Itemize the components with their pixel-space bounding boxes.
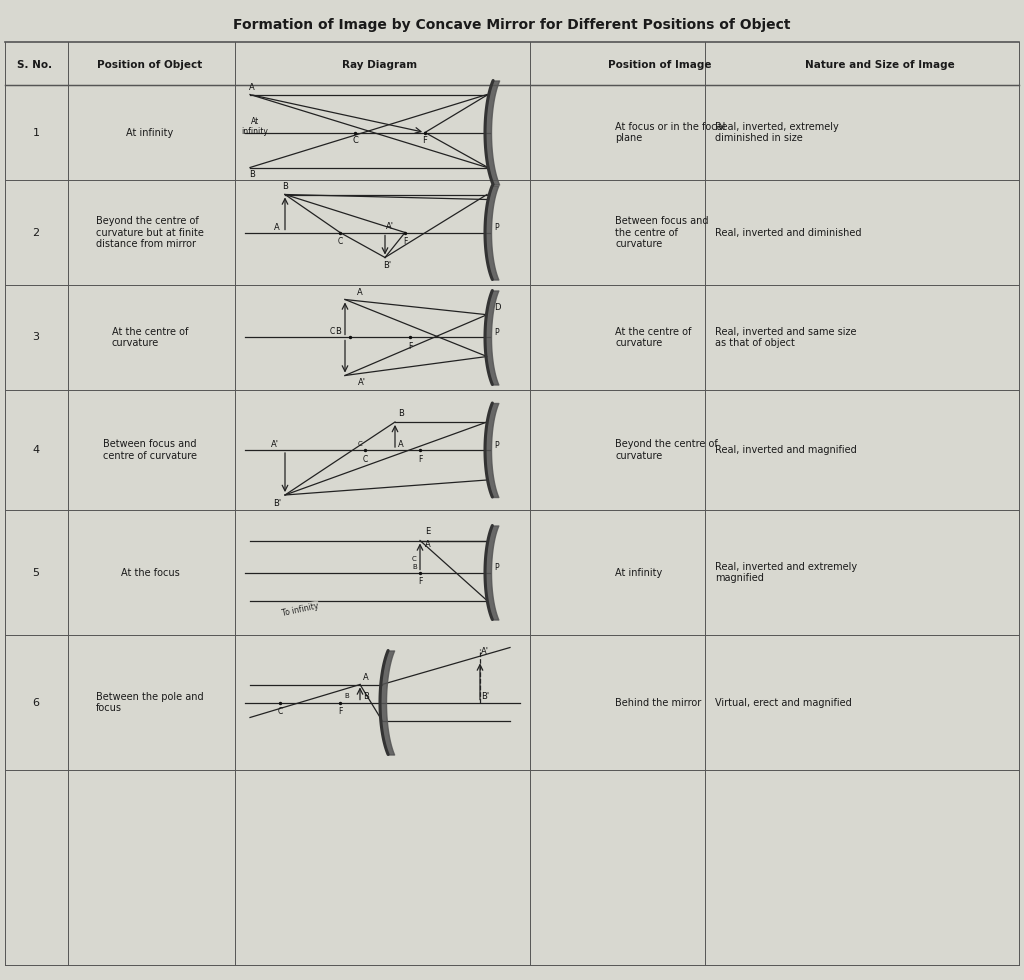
Text: A': A' — [271, 439, 279, 449]
Text: B: B — [335, 327, 341, 336]
Text: C: C — [352, 136, 358, 145]
Text: A: A — [364, 673, 369, 682]
Text: B': B' — [383, 261, 391, 270]
Text: Real, inverted and diminished: Real, inverted and diminished — [715, 227, 861, 237]
Text: Virtual, erect and magnified: Virtual, erect and magnified — [715, 698, 852, 708]
Text: B: B — [345, 694, 349, 700]
Text: A': A' — [481, 647, 489, 656]
Text: 6: 6 — [33, 698, 40, 708]
Text: B: B — [364, 692, 369, 701]
Text: Beyond the centre of
curvature: Beyond the centre of curvature — [615, 439, 718, 461]
Text: Formation of Image by Concave Mirror for Different Positions of Object: Formation of Image by Concave Mirror for… — [233, 18, 791, 32]
Text: P: P — [495, 563, 500, 572]
Text: Between focus and
the centre of
curvature: Between focus and the centre of curvatur… — [615, 216, 709, 249]
Text: At the focus: At the focus — [121, 567, 179, 577]
Text: Nature and Size of Image: Nature and Size of Image — [805, 60, 954, 70]
Text: At infinity: At infinity — [126, 127, 174, 137]
Text: Real, inverted and magnified: Real, inverted and magnified — [715, 445, 857, 455]
Text: B': B' — [273, 499, 281, 508]
Text: A: A — [425, 540, 431, 549]
Text: Real, inverted and same size
as that of object: Real, inverted and same size as that of … — [715, 326, 856, 348]
Text: P: P — [495, 223, 500, 232]
Text: Real, inverted and extremely
magnified: Real, inverted and extremely magnified — [715, 562, 857, 583]
Text: E: E — [425, 527, 431, 536]
Text: A': A' — [386, 222, 394, 231]
Text: Position of Image: Position of Image — [608, 60, 712, 70]
Text: F: F — [418, 455, 422, 464]
Text: C: C — [330, 327, 335, 336]
Text: Behind the mirror: Behind the mirror — [615, 698, 701, 708]
Text: F: F — [402, 237, 408, 246]
Text: C: C — [278, 707, 283, 716]
Text: A: A — [357, 288, 362, 297]
Text: C: C — [362, 455, 368, 464]
Text: D: D — [494, 303, 501, 313]
Text: S. No.: S. No. — [17, 60, 52, 70]
Text: At infinity: At infinity — [615, 567, 663, 577]
Text: B: B — [413, 564, 418, 569]
Text: Beyond the centre of
curvature but at finite
distance from mirror: Beyond the centre of curvature but at fi… — [96, 216, 204, 249]
Text: F: F — [423, 136, 427, 145]
Text: P: P — [495, 440, 500, 450]
Text: Between focus and
centre of curvature: Between focus and centre of curvature — [103, 439, 197, 461]
Text: At the centre of
curvature: At the centre of curvature — [112, 326, 188, 348]
Text: P: P — [495, 328, 500, 337]
Text: F: F — [418, 577, 422, 586]
Text: At the centre of
curvature: At the centre of curvature — [615, 326, 691, 348]
Text: Position of Object: Position of Object — [97, 60, 203, 70]
Text: 3: 3 — [33, 332, 40, 342]
Text: A: A — [398, 439, 403, 449]
Text: B: B — [282, 182, 288, 191]
Text: C: C — [412, 556, 417, 562]
Text: A: A — [274, 223, 280, 232]
Text: 2: 2 — [33, 227, 40, 237]
Text: C: C — [337, 237, 343, 246]
Text: 5: 5 — [33, 567, 40, 577]
Text: At focus or in the focal
plane: At focus or in the focal plane — [615, 122, 725, 143]
Text: 4: 4 — [33, 445, 40, 455]
Text: Real, inverted, extremely
diminished in size: Real, inverted, extremely diminished in … — [715, 122, 839, 143]
Text: A': A' — [358, 378, 366, 387]
Text: To infinity: To infinity — [281, 601, 319, 617]
Text: At
infinity: At infinity — [242, 117, 268, 136]
Text: F: F — [408, 342, 413, 351]
Text: Between the pole and
focus: Between the pole and focus — [96, 692, 204, 713]
Text: 1: 1 — [33, 127, 40, 137]
Text: F: F — [338, 707, 342, 716]
Text: B: B — [398, 410, 403, 418]
Text: Ray Diagram: Ray Diagram — [342, 60, 418, 70]
Text: C: C — [357, 441, 362, 447]
Text: B: B — [249, 170, 255, 179]
Text: B': B' — [481, 692, 489, 701]
Text: A: A — [249, 83, 255, 92]
